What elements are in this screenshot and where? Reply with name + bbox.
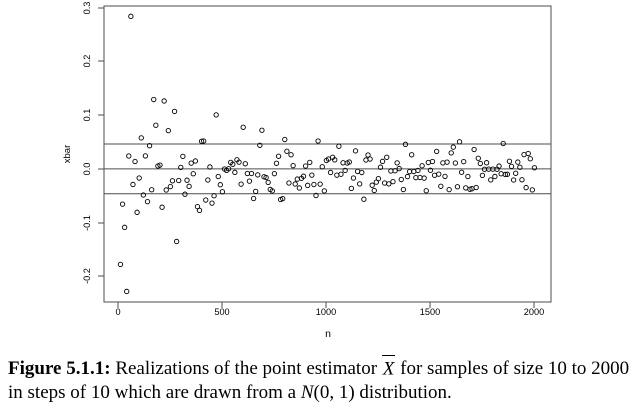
svg-text:-0.2: -0.2 bbox=[82, 268, 92, 284]
svg-text:-0.1: -0.1 bbox=[82, 215, 92, 231]
svg-text:0.0: 0.0 bbox=[82, 163, 92, 176]
svg-text:0.3: 0.3 bbox=[82, 2, 92, 15]
svg-text:n: n bbox=[325, 328, 331, 340]
svg-text:0: 0 bbox=[115, 307, 120, 317]
svg-text:xbar: xbar bbox=[62, 145, 73, 163]
svg-text:1000: 1000 bbox=[316, 307, 336, 317]
svg-text:0.1: 0.1 bbox=[82, 109, 92, 122]
svg-text:1500: 1500 bbox=[420, 307, 440, 317]
svg-text:0.2: 0.2 bbox=[82, 55, 92, 68]
svg-text:2000: 2000 bbox=[524, 307, 544, 317]
svg-text:500: 500 bbox=[214, 307, 229, 317]
